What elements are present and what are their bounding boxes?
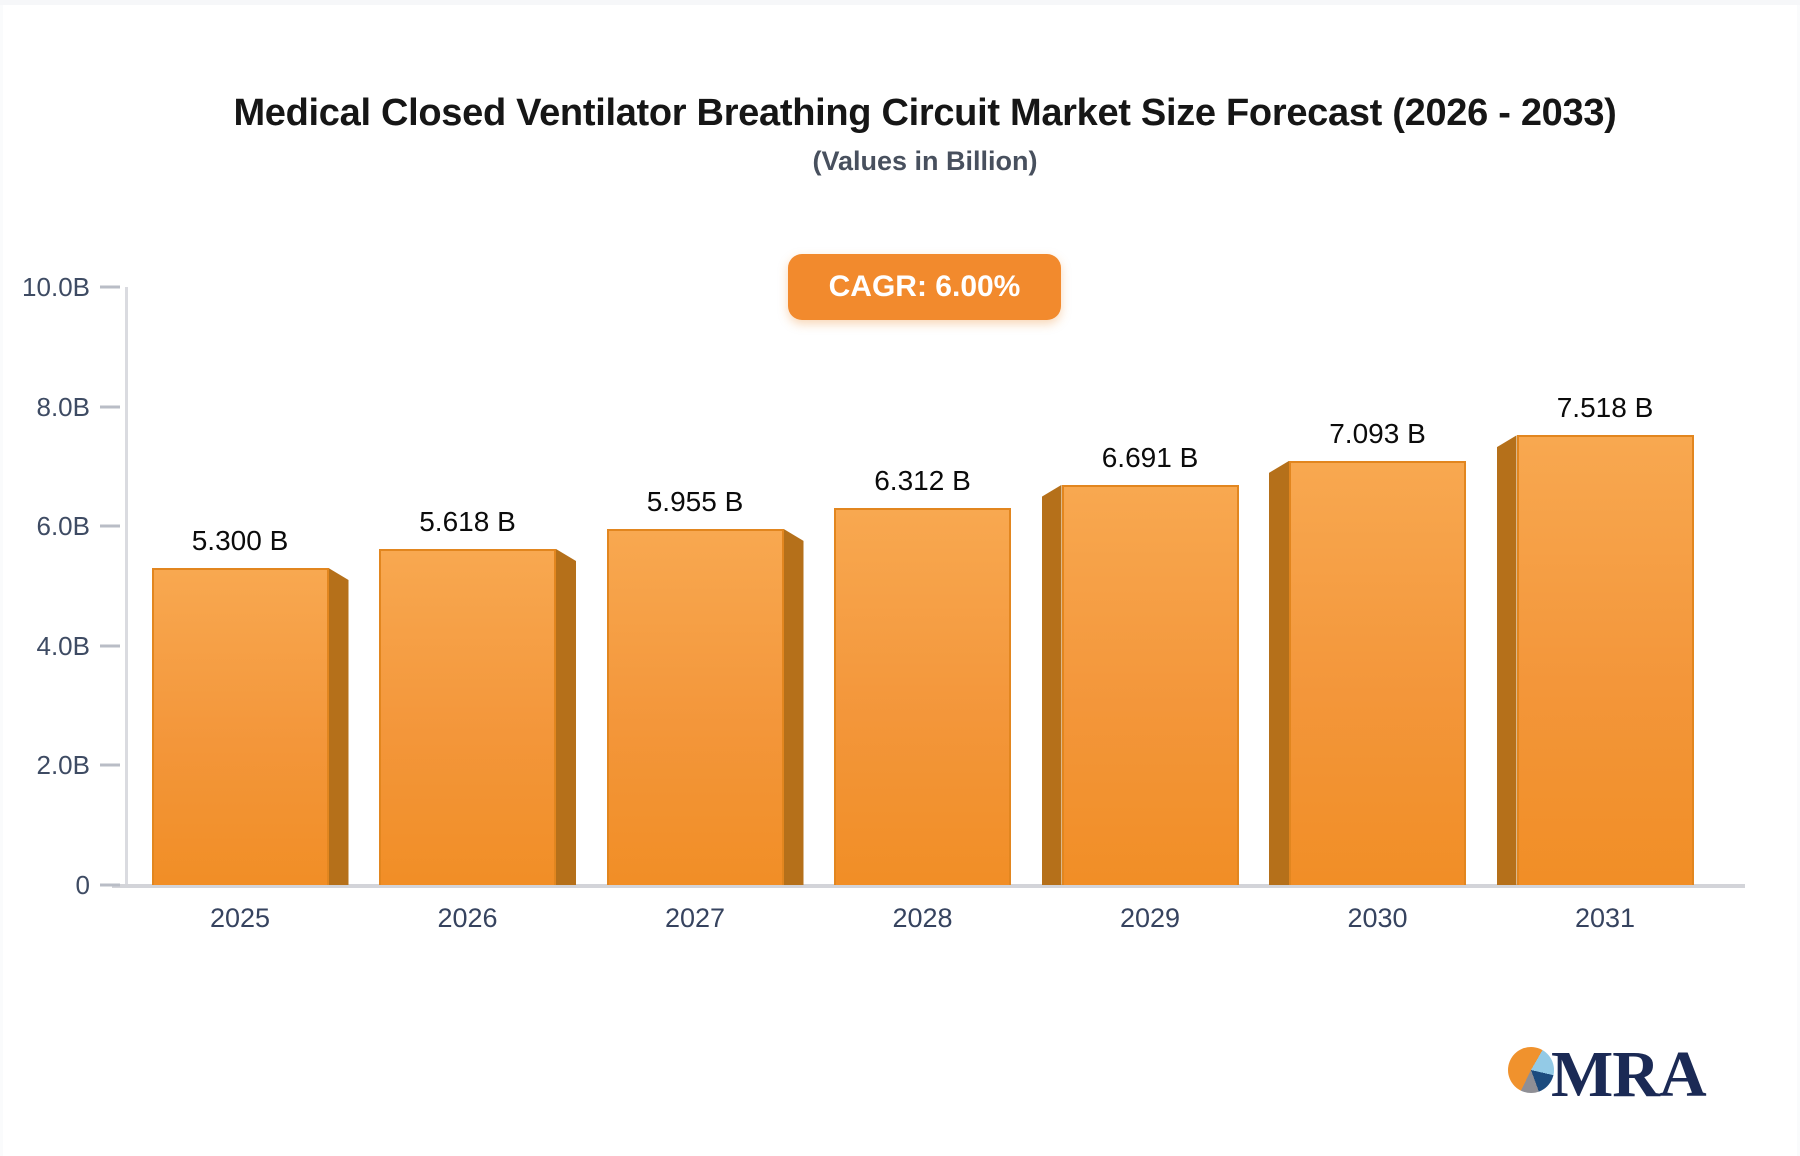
y-axis-label: 10.0B <box>22 272 90 302</box>
x-axis-label: 2031 <box>1574 903 1636 933</box>
x-axis-label: 2030 <box>1347 903 1408 933</box>
y-axis-label: 0 <box>75 870 90 900</box>
y-axis-tick <box>100 763 120 767</box>
bar <box>1289 460 1466 885</box>
bar <box>1061 484 1239 885</box>
y-axis-tick <box>100 644 120 648</box>
bar-value-label: 6.691 B <box>1101 441 1199 473</box>
bar-value-label: 7.518 B <box>1556 392 1654 424</box>
bar-3d-side <box>556 549 576 885</box>
bar <box>834 507 1011 885</box>
cagr-badge: CAGR: 6.00% <box>788 254 1061 320</box>
x-axis-label: 2027 <box>664 903 726 933</box>
bar-3d-side <box>1496 435 1517 885</box>
bar-value-label: 6.312 B <box>874 464 971 496</box>
x-axis-label: 2028 <box>892 903 953 933</box>
x-axis-label: 2025 <box>209 903 271 933</box>
y-axis-label: 4.0B <box>36 630 91 661</box>
bar <box>606 528 784 885</box>
bar-3d-side <box>783 528 804 885</box>
x-axis-line <box>112 884 1745 888</box>
bar-value-label: 5.955 B <box>646 485 744 517</box>
bar <box>151 568 329 885</box>
bar <box>379 549 556 885</box>
bar-3d-side <box>328 568 349 885</box>
y-axis-tick <box>100 524 120 528</box>
logo-text: MRA <box>1551 1038 1707 1111</box>
y-axis-label: 2.0B <box>36 750 91 781</box>
y-axis-label: 8.0B <box>36 391 91 422</box>
x-axis-label: 2026 <box>437 903 498 933</box>
bar-value-label: 7.093 B <box>1329 417 1426 449</box>
mra-logo: MRA <box>1505 1030 1765 1120</box>
cagr-badge-label: CAGR: 6.00% <box>828 270 1021 303</box>
page-subtitle: (Values in Billion) <box>812 146 1038 176</box>
bar-value-label: 5.618 B <box>419 506 516 538</box>
x-axis-label: 2029 <box>1119 903 1181 933</box>
y-axis-line <box>125 287 128 885</box>
bar-3d-side <box>1041 484 1062 885</box>
y-axis-tick <box>100 883 120 887</box>
bar-3d-side <box>1269 460 1289 885</box>
y-axis-tick <box>100 405 120 409</box>
y-axis-tick <box>100 285 120 289</box>
y-axis-label: 6.0B <box>36 511 91 542</box>
page-title: Medical Closed Ventilator Breathing Circ… <box>233 92 1617 134</box>
bar-value-label: 5.300 B <box>191 525 289 557</box>
bar <box>1516 435 1694 885</box>
pie-chart-icon <box>1508 1047 1554 1093</box>
